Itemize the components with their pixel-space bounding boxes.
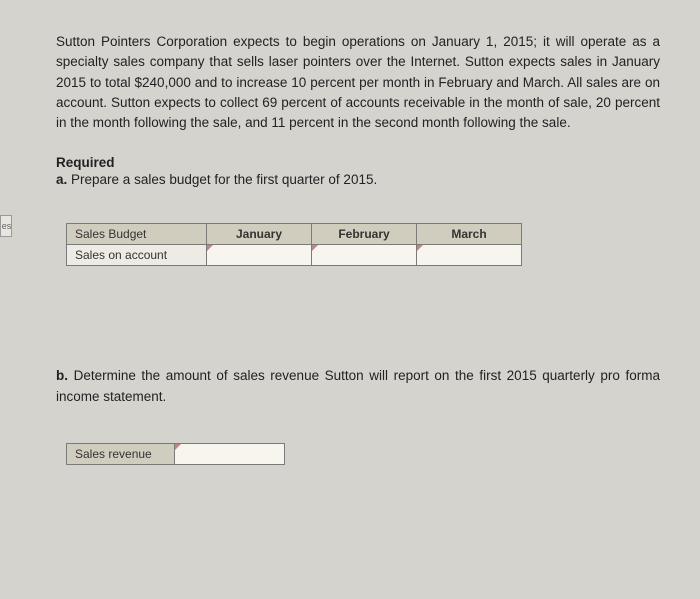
part-a-prefix: a.: [56, 172, 67, 187]
sales-revenue-table: Sales revenue: [66, 443, 285, 465]
sales-budget-table: Sales Budget January February March Sale…: [66, 223, 522, 266]
part-b-text: Determine the amount of sales revenue Su…: [56, 368, 660, 403]
required-heading: Required: [56, 155, 660, 170]
row-label-sales-on-account: Sales on account: [67, 245, 207, 266]
side-tab: es: [0, 215, 12, 237]
col-header-january: January: [207, 224, 312, 245]
col-header-march: March: [417, 224, 522, 245]
content-area: Sutton Pointers Corporation expects to b…: [0, 0, 700, 495]
table-row: Sales on account: [67, 245, 522, 266]
table-row: Sales revenue: [67, 443, 285, 464]
part-a-instruction: a. Prepare a sales budget for the first …: [56, 172, 660, 187]
col-header-february: February: [312, 224, 417, 245]
input-sales-revenue[interactable]: [175, 443, 285, 464]
input-january[interactable]: [207, 245, 312, 266]
part-b-prefix: b.: [56, 368, 68, 383]
table-header-row: Sales Budget January February March: [67, 224, 522, 245]
input-march[interactable]: [417, 245, 522, 266]
table-corner-header: Sales Budget: [67, 224, 207, 245]
part-b-instruction: b. Determine the amount of sales revenue…: [56, 366, 660, 407]
part-a-text: Prepare a sales budget for the first qua…: [71, 172, 377, 187]
row-label-sales-revenue: Sales revenue: [67, 443, 175, 464]
input-february[interactable]: [312, 245, 417, 266]
problem-text: Sutton Pointers Corporation expects to b…: [56, 32, 660, 133]
